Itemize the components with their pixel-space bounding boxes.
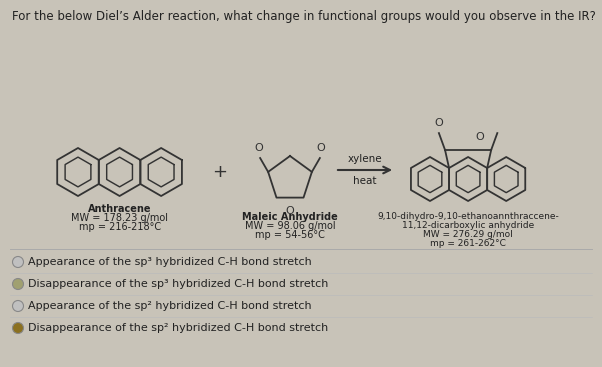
Text: Appearance of the sp³ hybridized C-H bond stretch: Appearance of the sp³ hybridized C-H bon… <box>28 257 312 267</box>
Text: mp = 216-218°C: mp = 216-218°C <box>78 222 161 232</box>
Text: mp = 261-262°C: mp = 261-262°C <box>430 239 506 248</box>
Text: O: O <box>285 206 294 215</box>
Text: mp = 54-56°C: mp = 54-56°C <box>255 230 325 240</box>
Text: +: + <box>213 163 228 181</box>
Circle shape <box>13 323 23 334</box>
Text: O: O <box>317 143 325 153</box>
Text: xylene: xylene <box>348 154 382 164</box>
Text: Maleic Anhydride: Maleic Anhydride <box>242 212 338 222</box>
Text: Disappearance of the sp² hybridized C-H bond stretch: Disappearance of the sp² hybridized C-H … <box>28 323 328 333</box>
Text: O: O <box>435 118 443 128</box>
Text: 11,12-dicarboxylic anhydride: 11,12-dicarboxylic anhydride <box>402 221 534 230</box>
Text: MW = 276.29 g/mol: MW = 276.29 g/mol <box>423 230 513 239</box>
Text: Disappearance of the sp³ hybridized C-H bond stretch: Disappearance of the sp³ hybridized C-H … <box>28 279 328 289</box>
Circle shape <box>13 279 23 290</box>
Text: MW = 178.23 g/mol: MW = 178.23 g/mol <box>71 213 168 223</box>
Text: O: O <box>476 132 485 142</box>
Circle shape <box>13 257 23 268</box>
Circle shape <box>13 301 23 312</box>
Text: For the below Diel’s Alder reaction, what change in functional groups would you : For the below Diel’s Alder reaction, wha… <box>12 10 596 23</box>
Text: Anthracene: Anthracene <box>88 204 151 214</box>
Text: 9,10-dihydro-9,10-ethanoannthraccene-: 9,10-dihydro-9,10-ethanoannthraccene- <box>377 212 559 221</box>
Text: O: O <box>255 143 264 153</box>
Text: Appearance of the sp² hybridized C-H bond stretch: Appearance of the sp² hybridized C-H bon… <box>28 301 312 311</box>
Text: MW = 98.06 g/mol: MW = 98.06 g/mol <box>244 221 335 231</box>
Text: heat: heat <box>353 176 377 186</box>
